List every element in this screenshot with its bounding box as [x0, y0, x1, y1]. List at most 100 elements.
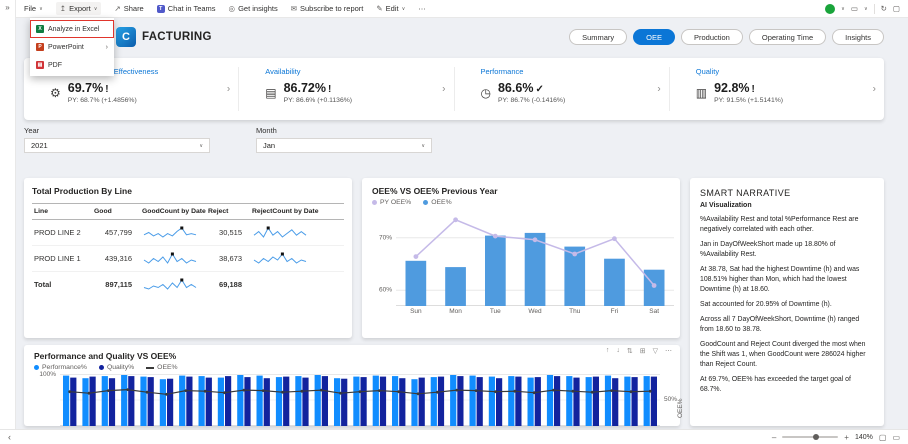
menu-item-pdf[interactable]: ▤ PDF	[30, 56, 114, 74]
chevron-right-icon[interactable]: ›	[226, 83, 231, 95]
table-row[interactable]: PROD LINE 2 457,799 30,515	[32, 219, 344, 246]
insights-icon: ◎	[228, 4, 236, 13]
column-header[interactable]: Good	[92, 203, 140, 220]
view-chevron-icon[interactable]: ∨	[863, 5, 868, 12]
menu-item-analyze-in-excel[interactable]: X Analyze in Excel	[30, 20, 114, 38]
drill-mode-icon[interactable]: ⊞	[639, 348, 646, 355]
performance-quality-oee-chart[interactable]	[60, 374, 660, 426]
more-options-icon[interactable]: ⋯	[665, 348, 672, 355]
legend-marker	[146, 366, 155, 369]
chat-in-teams-button[interactable]: T Chat in Teams	[156, 4, 216, 13]
edit-icon: ✎	[376, 4, 383, 13]
table-header-row: Line Good GoodCount by Date Reject Rejec…	[32, 203, 344, 220]
more-options-button[interactable]: ⋯	[418, 4, 426, 13]
chevron-down-icon: ∨	[39, 5, 43, 12]
drill-up-icon[interactable]: ↑	[605, 347, 610, 354]
legend-marker	[34, 365, 39, 370]
legend-item[interactable]: OEE%	[146, 364, 178, 371]
zoom-level: 140%	[854, 433, 873, 441]
insights-label: Get insights	[238, 4, 278, 13]
column-header[interactable]: Reject	[206, 203, 250, 220]
tab-operating-time[interactable]: Operating Time	[748, 29, 827, 45]
user-avatar[interactable]	[825, 3, 836, 14]
month-filter-select[interactable]: Jan ∨	[256, 138, 432, 153]
oee-column-line-chart[interactable]	[396, 214, 674, 306]
display-icon[interactable]: ▭	[850, 4, 858, 13]
narrative-paragraph: At 69.7%, OEE% has exceeded the target g…	[700, 376, 851, 393]
sparkline	[142, 278, 198, 291]
filter-icon[interactable]: ▽	[652, 348, 658, 355]
chevron-right-icon[interactable]: ›	[442, 83, 446, 95]
narrative-paragraph: Across all 7 DayOfWeekShort, Downtime (h…	[700, 316, 860, 333]
zoom-in-button[interactable]: +	[844, 432, 849, 442]
narrative-paragraph: %Availability Rest and total %Performanc…	[700, 216, 859, 233]
menu-item-powerpoint[interactable]: P PowerPoint ›	[30, 38, 114, 56]
legend-marker	[98, 365, 104, 370]
kpi-previous-year: PY: 86.7% (-0.1416%)	[497, 97, 566, 104]
narrative-subtitle: AI Visualization	[700, 202, 752, 209]
chevron-right-icon[interactable]: ›	[872, 83, 876, 95]
tab-oee[interactable]: OEE	[633, 29, 675, 45]
subscribe-button[interactable]: ✉ Subscribe to report	[291, 4, 364, 13]
powerpoint-label: PowerPoint	[48, 43, 84, 51]
table-row[interactable]: PROD LINE 1 439,316 38,673	[32, 245, 344, 272]
chevron-down-icon: ∨	[401, 5, 406, 12]
page-title: FACTURING	[142, 31, 212, 43]
legend-item[interactable]: OEE%	[423, 199, 452, 206]
account-chevron-icon[interactable]: ∨	[841, 5, 845, 12]
submenu-chevron-icon: ›	[105, 43, 108, 51]
oee-kpi-icon: ⚙	[50, 85, 61, 100]
share-label: Share	[123, 4, 144, 13]
year-filter-label: Year	[24, 126, 40, 135]
legend-item[interactable]: Quality%	[98, 364, 134, 371]
get-insights-button[interactable]: ◎ Get insights	[229, 4, 278, 13]
share-button[interactable]: ↗ Share	[114, 4, 143, 13]
y-axis-tick: 100%	[39, 371, 56, 378]
column-header[interactable]: GoodCount by Date	[140, 203, 206, 220]
smart-narrative-card: SMART NARRATIVE AI Visualization %Availa…	[690, 178, 884, 426]
kpi-flag: !	[105, 84, 109, 95]
column-header[interactable]: RejectCount by Date	[250, 203, 344, 220]
kpi-performance[interactable]: Performance ◷ 86.6% ✓ PY: 86.7% (-0.1416%…	[455, 58, 669, 120]
fit-to-width-icon[interactable]: ▭	[892, 432, 900, 442]
zoom-slider[interactable]	[782, 434, 839, 440]
export-menu-button[interactable]: ↥ Export ∨	[55, 2, 102, 15]
performance-kpi-icon: ◷	[480, 85, 491, 100]
legend-item[interactable]: Performance%	[34, 364, 87, 371]
table-total-row: Total 897,115 69,188	[32, 271, 344, 297]
teams-icon: T	[156, 4, 165, 13]
kpi-quality[interactable]: Quality ▥ 92.8%! PY: 91.5% (+1.5141%) ›	[670, 58, 884, 120]
kpi-divider	[453, 67, 455, 111]
comments-icon[interactable]: ▢	[892, 4, 900, 13]
narrative-paragraph: Sat accounted for 20.95% of Downtime (h)…	[700, 301, 832, 308]
chat-label: Chat in Teams	[167, 4, 216, 13]
fit-to-page-icon[interactable]: ▢	[878, 432, 887, 442]
drill-down-icon[interactable]: ↓	[616, 347, 620, 354]
powerpoint-icon: P	[36, 43, 44, 51]
kpi-divider	[668, 67, 670, 111]
chevron-left-icon[interactable]: ‹	[8, 432, 11, 442]
edit-button[interactable]: ✎ Edit ∨	[376, 4, 405, 13]
kpi-availability[interactable]: Availability ▤ 86.72%! PY: 86.6% (+0.113…	[239, 58, 453, 120]
more-options-icon: ⋯	[418, 4, 426, 13]
pdf-label: PDF	[48, 61, 62, 69]
kpi-value: 69.7%!	[67, 81, 109, 95]
expand-hierarchy-icon[interactable]: ⇅	[626, 348, 633, 355]
analyze-in-excel-label: Analyze in Excel	[48, 25, 100, 33]
availability-kpi-icon: ▤	[265, 85, 277, 100]
month-filter-label: Month	[256, 126, 277, 135]
chevron-right-icon[interactable]: ›	[657, 83, 661, 95]
column-header[interactable]: Line	[32, 203, 92, 220]
kpi-flag: ✓	[535, 84, 544, 95]
file-menu-button[interactable]: File ∨	[24, 4, 43, 13]
zoom-slider-knob[interactable]	[812, 434, 819, 440]
tab-summary[interactable]: Summary	[569, 29, 628, 45]
refresh-icon[interactable]: ↻	[880, 4, 887, 13]
expand-pane-icon[interactable]: »	[5, 3, 10, 12]
tab-production[interactable]: Production	[681, 29, 743, 45]
kpi-previous-year: PY: 68.7% (+1.4856%)	[67, 97, 137, 104]
legend-item[interactable]: PY OEE%	[372, 199, 411, 206]
year-filter-select[interactable]: 2021 ∨	[24, 138, 210, 153]
tab-insights[interactable]: Insights	[832, 29, 884, 45]
zoom-out-button[interactable]: –	[771, 432, 777, 442]
